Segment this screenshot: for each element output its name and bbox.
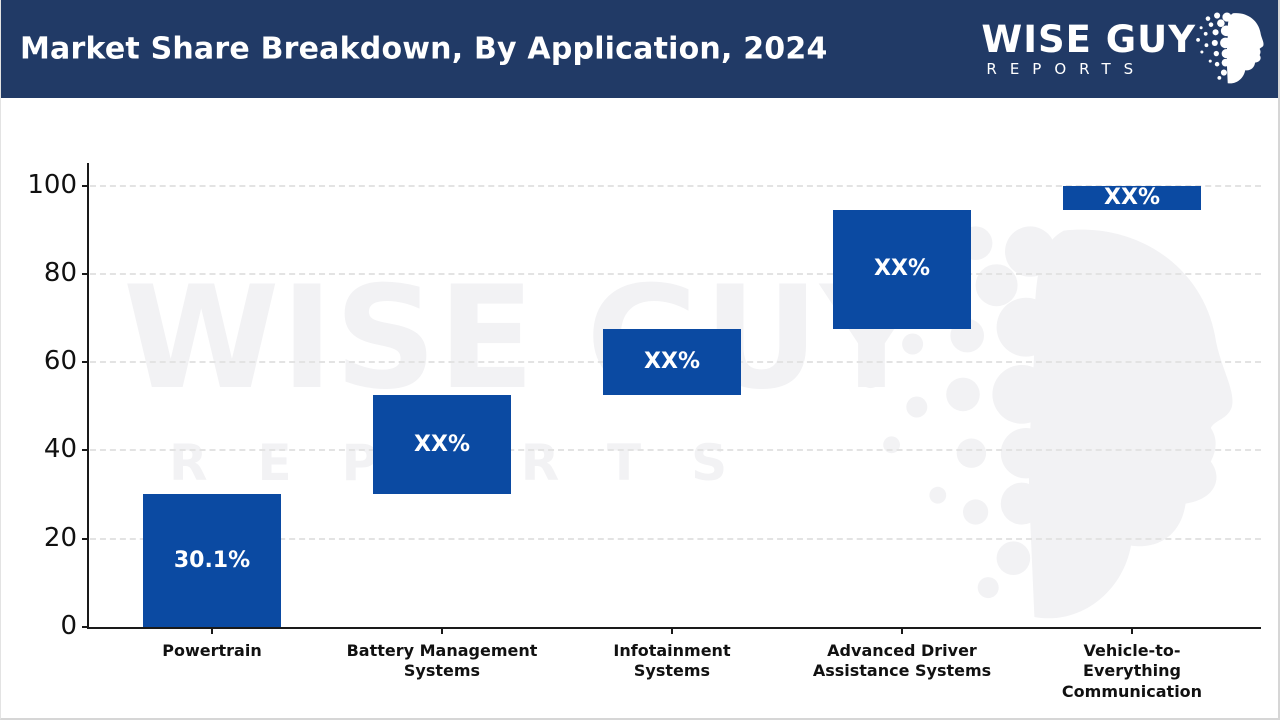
- logo-face-icon: [1196, 12, 1264, 84]
- y-tickmark-20: [82, 537, 89, 540]
- gridline-80: [90, 272, 1261, 275]
- bar-value-label: XX%: [1104, 184, 1160, 210]
- x-tickmark: [901, 627, 903, 634]
- wiseguy-logo: WISE GUY REPORTS: [981, 11, 1268, 87]
- bar-value-label: 30.1%: [173, 547, 251, 573]
- bar-segment: XX%: [373, 395, 511, 495]
- x-axis-label: Advanced Driver Assistance Systems: [812, 641, 992, 681]
- watermark-wordmark: WISE GUY: [123, 256, 924, 421]
- y-tickmark-0: [82, 626, 89, 628]
- gridline-100: [90, 184, 1261, 187]
- x-tickmark: [211, 627, 213, 634]
- x-axis-label: Vehicle-to- Everything Communication: [1061, 641, 1203, 701]
- y-axis-spine: [87, 163, 89, 629]
- y-tick-label: 20: [43, 522, 77, 553]
- x-tickmark: [671, 627, 673, 634]
- x-axis-spine: [87, 627, 1261, 629]
- x-axis-label: Powertrain: [162, 641, 262, 660]
- y-tick-label: 100: [27, 169, 77, 200]
- logo-subtitle: REPORTS: [986, 60, 1147, 78]
- page-title: Market Share Breakdown, By Application, …: [20, 31, 828, 67]
- y-tick-label: 40: [43, 434, 77, 465]
- y-tickmark-80: [82, 272, 89, 275]
- x-tickmark: [441, 627, 443, 634]
- bar-segment: XX%: [1063, 184, 1201, 210]
- x-tickmark: [1131, 627, 1133, 634]
- gridline-40: [90, 449, 1261, 452]
- bar-value-label: XX%: [644, 349, 700, 375]
- bar-segment: XX%: [833, 209, 971, 329]
- y-tickmark-60: [82, 361, 89, 364]
- y-tickmark-40: [82, 449, 89, 452]
- logo-wordmark: WISE GUY: [981, 18, 1196, 61]
- y-tick-label: 60: [43, 346, 77, 377]
- y-tickmark-100: [82, 184, 89, 187]
- bar-segment: 30.1%: [143, 494, 281, 627]
- x-axis-label: Infotainment Systems: [613, 641, 731, 681]
- header-bar: Market Share Breakdown, By Application, …: [1, 0, 1278, 98]
- bar-value-label: XX%: [874, 256, 930, 282]
- y-tick-label: 80: [43, 257, 77, 288]
- gridline-20: [90, 537, 1261, 540]
- bar-segment: XX%: [603, 328, 741, 396]
- bar-value-label: XX%: [414, 431, 470, 457]
- logo-text: WISE GUY REPORTS: [981, 21, 1196, 77]
- y-tick-label: 0: [60, 611, 77, 641]
- x-axis-label: Battery Management Systems: [346, 641, 538, 681]
